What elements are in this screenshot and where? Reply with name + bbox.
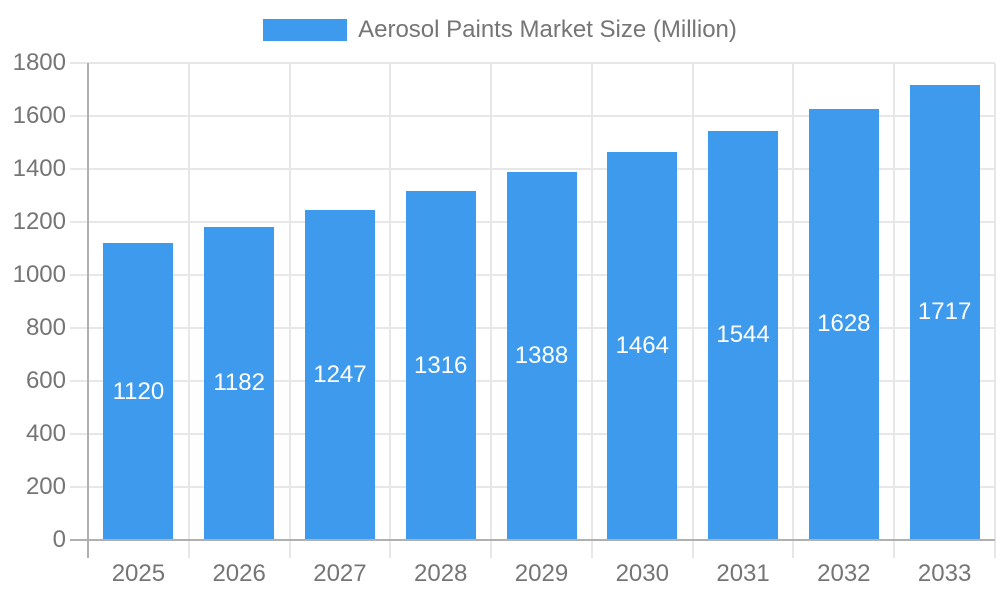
bar[interactable]: 1544 <box>708 130 779 540</box>
x-axis-line <box>70 539 995 541</box>
y-axis-tick-label: 1800 <box>12 49 66 76</box>
y-axis-tick-label: 1200 <box>12 208 66 235</box>
legend-swatch <box>263 19 348 41</box>
y-axis-tick-label: 1600 <box>12 102 66 129</box>
bar-value-label: 1316 <box>414 351 468 379</box>
x-axis-tick-label: 2028 <box>414 560 468 587</box>
legend: Aerosol Paints Market Size (Million) <box>0 16 1000 44</box>
x-axis-tick-label: 2032 <box>817 560 871 587</box>
gridline-horizontal <box>70 62 995 64</box>
y-axis-tick-label: 200 <box>25 473 66 500</box>
bar-value-label: 1247 <box>313 360 367 388</box>
bar[interactable]: 1247 <box>304 209 375 540</box>
gridline-vertical <box>288 63 291 558</box>
x-axis-tick-label: 2033 <box>917 560 972 587</box>
y-axis-tick-label: 800 <box>25 314 66 341</box>
x-axis-tick-label: 2029 <box>514 560 569 587</box>
x-axis-tick-label: 2030 <box>615 560 669 587</box>
y-axis-tick-label: 1000 <box>12 261 66 288</box>
gridline-vertical <box>590 63 593 558</box>
gridline-vertical <box>792 63 795 558</box>
x-axis-tick-label: 2031 <box>716 560 770 587</box>
bar[interactable]: 1182 <box>204 226 275 540</box>
bar[interactable]: 1464 <box>607 152 678 540</box>
y-axis-tick-label: 1400 <box>12 155 66 182</box>
y-axis-tick-label: 400 <box>25 420 66 447</box>
bar[interactable]: 1717 <box>909 84 980 540</box>
bar[interactable]: 1388 <box>506 172 577 540</box>
gridline-vertical <box>893 63 896 558</box>
bar-value-label: 1464 <box>615 332 669 359</box>
x-axis-tick-label: 2025 <box>111 560 166 587</box>
bar-value-label: 1120 <box>112 377 165 405</box>
bar[interactable]: 1316 <box>405 191 476 540</box>
y-axis-tick-label: 600 <box>25 367 66 394</box>
bar[interactable]: 1628 <box>808 108 879 540</box>
bar-value-label: 1388 <box>514 342 569 370</box>
bar[interactable]: 1120 <box>103 243 174 540</box>
gridline-horizontal <box>70 168 995 170</box>
bar-value-label: 1182 <box>213 369 265 397</box>
y-axis-tick-label: 0 <box>52 526 66 553</box>
gridline-vertical <box>691 63 694 558</box>
gridline-vertical <box>490 63 493 558</box>
gridline-horizontal <box>70 115 995 117</box>
legend-item[interactable]: Aerosol Paints Market Size (Million) <box>263 16 737 44</box>
bar-value-label: 1628 <box>817 310 871 338</box>
x-axis-tick-label: 2027 <box>313 560 367 587</box>
gridline-vertical <box>389 63 392 558</box>
gridline-vertical <box>187 63 190 558</box>
bar-value-label: 1544 <box>716 321 770 349</box>
y-axis-line <box>87 63 89 558</box>
bar-value-label: 1717 <box>917 298 972 326</box>
legend-label: Aerosol Paints Market Size (Million) <box>358 16 737 43</box>
x-axis-tick-label: 2026 <box>212 560 266 587</box>
gridline-vertical <box>994 63 996 558</box>
